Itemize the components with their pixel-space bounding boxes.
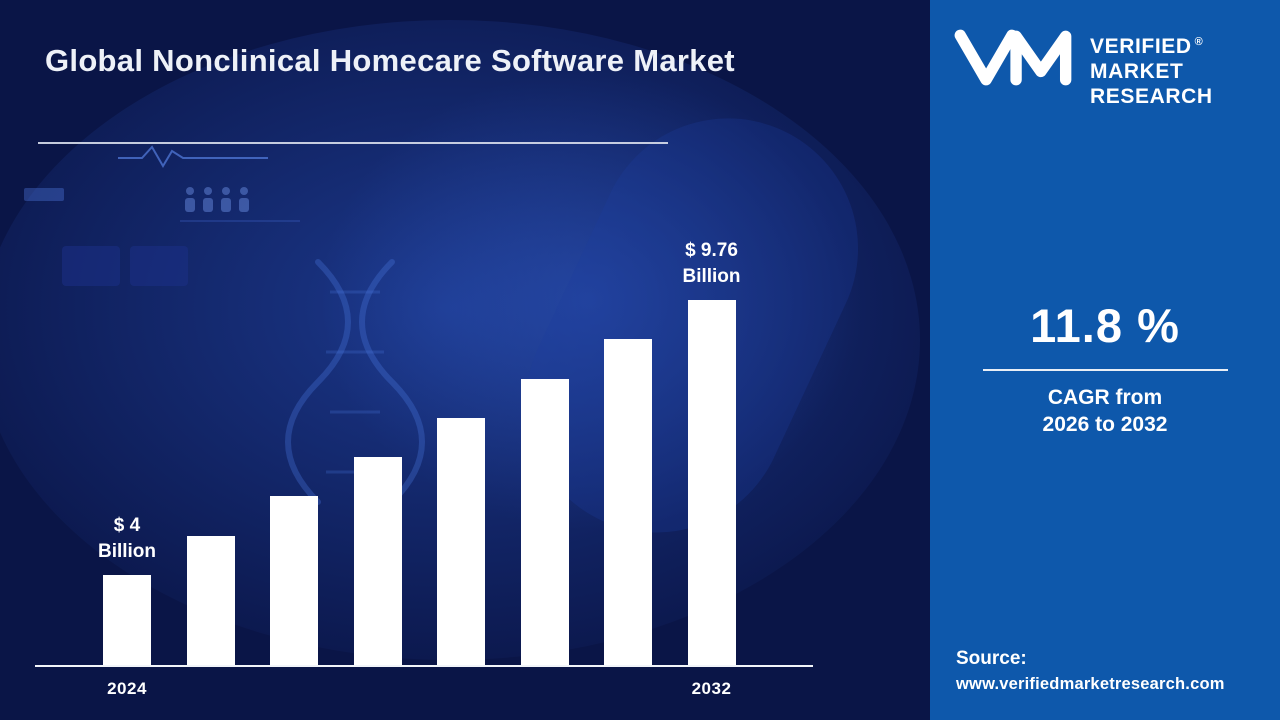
cagr-value: 11.8 % — [1030, 299, 1180, 352]
bar-2031 — [604, 339, 652, 665]
cagr-caption-line-1: CAGR from — [1047, 386, 1163, 409]
registered-mark: ® — [1194, 36, 1204, 48]
bar-chart: 2024 2032 $ 4 Billion $ 9.76 Billion — [35, 160, 813, 698]
x-tick-2032: 2032 — [691, 679, 732, 698]
source-block: Source: www.verifiedmarketresearch.com — [956, 648, 1225, 694]
brand-line-3: RESEARCH — [1090, 85, 1213, 108]
bar-2030 — [520, 378, 569, 665]
source-url: www.verifiedmarketresearch.com — [956, 675, 1225, 693]
brand-wordmark: VERIFIED ® MARKET RESEARCH — [1090, 26, 1213, 109]
bar-2027 — [270, 496, 318, 665]
bar-value-label-2024: $ 4 Billion — [97, 515, 157, 562]
page-title: Global Nonclinical Homecare Software Mar… — [45, 43, 735, 78]
brand-line-1: VERIFIED — [1090, 35, 1192, 58]
brand-logo: VERIFIED ® MARKET RESEARCH — [950, 26, 1213, 109]
cagr-block: 11.8 % CAGR from 2026 to 2032 — [930, 298, 1280, 438]
bar-2032 — [687, 300, 736, 665]
cagr-caption-line-2: 2026 to 2032 — [1042, 413, 1168, 436]
bar-2029 — [437, 417, 485, 665]
bar-2026 — [186, 535, 235, 665]
source-label: Source: — [956, 648, 1027, 669]
brand-line-2: MARKET — [1090, 60, 1184, 83]
vm-monogram-icon — [954, 29, 1072, 86]
bar-value-label-2032: $ 9.76 Billion — [682, 240, 741, 287]
bar-2024 — [103, 575, 151, 665]
cagr-caption: CAGR from 2026 to 2032 — [930, 384, 1280, 438]
x-tick-2024: 2024 — [107, 679, 147, 698]
title-underline — [38, 142, 668, 144]
cagr-divider — [982, 369, 1228, 371]
bar-2028 — [353, 457, 402, 665]
side-panel: VERIFIED ® MARKET RESEARCH 11.8 % CAGR fr… — [930, 0, 1280, 720]
